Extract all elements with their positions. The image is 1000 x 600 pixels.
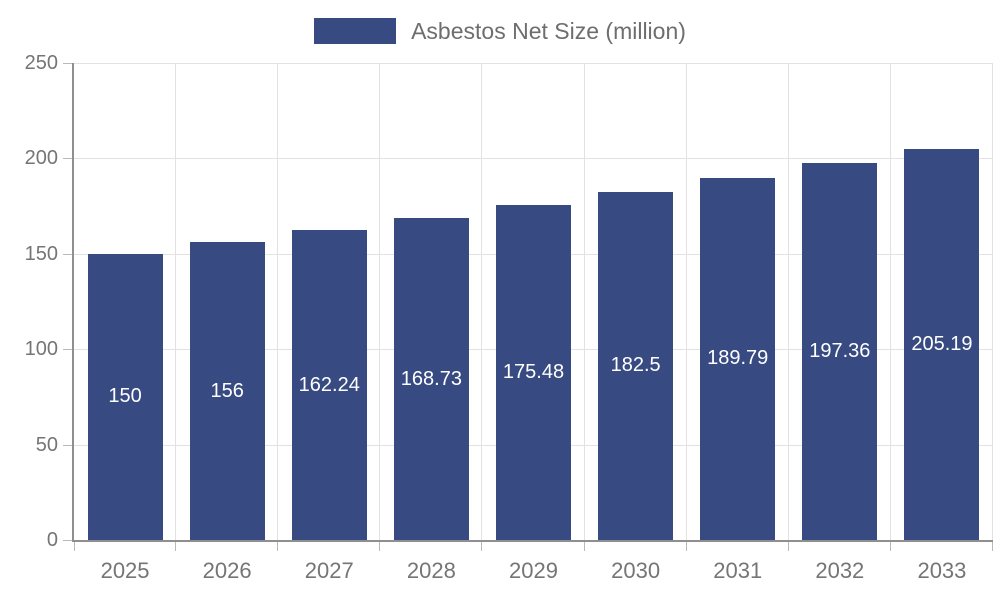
y-tick-label: 150	[24, 242, 58, 265]
x-gridline	[992, 63, 993, 540]
bar: 156	[189, 242, 265, 540]
x-tick	[175, 542, 177, 551]
x-axis-label: 2026	[202, 558, 252, 583]
x-tick	[787, 542, 789, 551]
y-tick-label: 100	[24, 338, 58, 361]
bar-value-label: 150	[108, 385, 142, 408]
bar: 182.5	[598, 191, 674, 540]
x-axis-line	[72, 540, 993, 542]
x-axis-label: 2030	[611, 558, 661, 583]
bar-value-label: 156	[210, 379, 244, 402]
x-gridline	[685, 63, 687, 540]
x-gridline	[787, 63, 789, 540]
bar: 150	[87, 253, 163, 540]
y-gridline	[74, 63, 993, 64]
x-tick	[992, 542, 993, 551]
x-tick	[277, 542, 279, 551]
x-tick	[685, 542, 687, 551]
bar: 205.19	[904, 148, 980, 540]
bar: 168.73	[393, 218, 469, 540]
y-tick-label: 250	[24, 52, 58, 74]
x-axis-label: 2027	[304, 558, 354, 583]
bar-value-label: 182.5	[610, 354, 661, 377]
x-axis-label: 2028	[406, 558, 456, 583]
x-axis-label: 2029	[509, 558, 558, 583]
bar: 175.48	[496, 205, 571, 540]
bar-value-label: 189.79	[707, 347, 769, 370]
x-axis-label: 2031	[713, 558, 763, 583]
y-tick	[63, 349, 72, 351]
x-tick	[379, 542, 381, 551]
y-axis-line	[72, 63, 74, 540]
x-gridline	[379, 63, 381, 540]
plot-area: 0 50 100 150 200 250 150 2025 156 2026 162.24 2027 1…	[25, 52, 993, 583]
x-axis-label: 2032	[815, 558, 865, 583]
legend-label: Asbestos Net Size (million)	[411, 17, 686, 44]
bar-value-label: 162.24	[298, 373, 360, 396]
bar-value-label: 168.73	[400, 367, 462, 390]
y-tick	[63, 540, 72, 541]
legend[interactable]: Asbestos Net Size (million)	[0, 16, 1000, 46]
y-tick-label: 50	[35, 433, 58, 456]
legend-swatch	[314, 18, 397, 44]
bar-value-label: 175.48	[502, 361, 565, 384]
x-gridline	[277, 63, 279, 540]
y-tick-label: 0	[46, 529, 58, 551]
x-tick	[74, 542, 75, 551]
y-gridline	[74, 158, 993, 160]
x-gridline	[889, 63, 891, 540]
y-tick	[63, 444, 72, 446]
y-tick	[63, 63, 72, 64]
bar: 189.79	[700, 177, 776, 540]
y-tick	[63, 158, 72, 160]
x-gridline	[175, 63, 177, 540]
x-axis-label: 2033	[917, 558, 967, 583]
y-tick-label: 200	[24, 147, 58, 170]
x-axis-label: 2025	[100, 558, 150, 583]
bar-value-label: 197.36	[809, 340, 871, 363]
x-tick	[481, 542, 483, 551]
x-gridline	[481, 63, 483, 540]
bar-value-label: 205.19	[911, 332, 973, 355]
x-tick	[583, 542, 585, 551]
y-tick	[63, 253, 72, 255]
bar: 162.24	[291, 230, 367, 540]
x-tick	[889, 542, 891, 551]
x-gridline	[583, 63, 585, 540]
bar: 197.36	[802, 163, 878, 540]
